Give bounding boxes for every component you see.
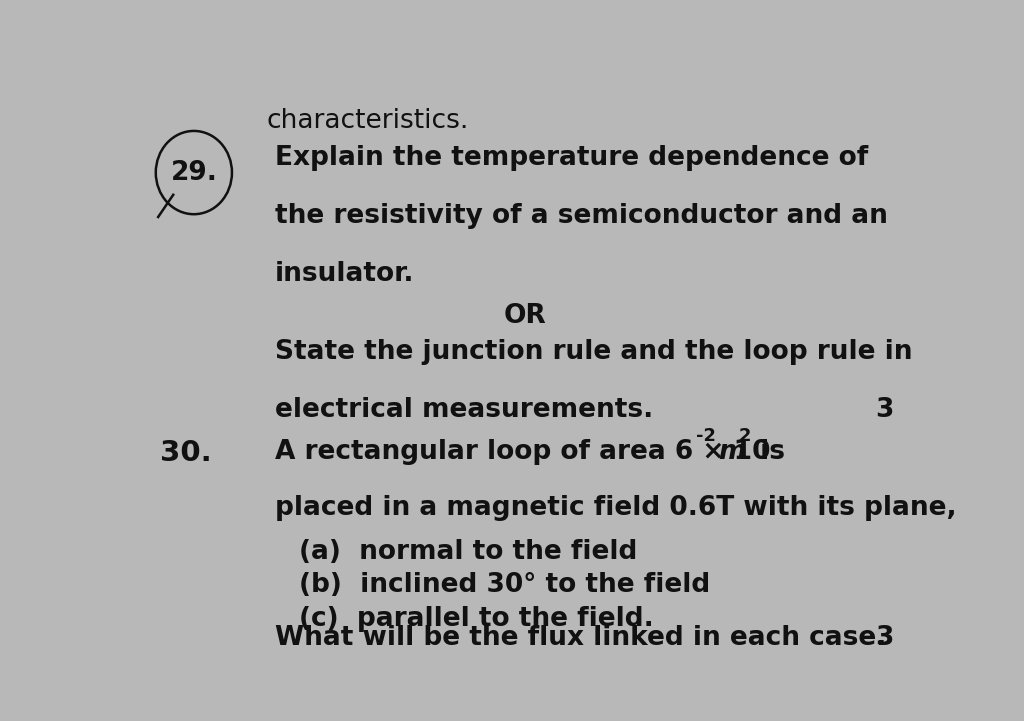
Text: 3: 3: [876, 397, 894, 423]
Text: 2: 2: [738, 428, 751, 446]
Text: Explain the temperature dependence of: Explain the temperature dependence of: [274, 145, 868, 171]
Text: (a)  normal to the field: (a) normal to the field: [299, 539, 637, 565]
Text: placed in a magnetic field 0.6T with its plane,: placed in a magnetic field 0.6T with its…: [274, 495, 956, 521]
Text: the resistivity of a semiconductor and an: the resistivity of a semiconductor and a…: [274, 203, 888, 229]
Text: is: is: [751, 439, 785, 465]
Text: A rectangular loop of area 6 × 10: A rectangular loop of area 6 × 10: [274, 439, 770, 465]
Text: 3: 3: [876, 625, 894, 651]
Text: m: m: [719, 439, 745, 465]
Text: State the junction rule and the loop rule in: State the junction rule and the loop rul…: [274, 339, 912, 365]
Text: 30.: 30.: [160, 439, 212, 467]
Text: electrical measurements.: electrical measurements.: [274, 397, 653, 423]
Text: (b)  inclined 30° to the field: (b) inclined 30° to the field: [299, 572, 710, 598]
Text: 29.: 29.: [170, 159, 217, 185]
Text: OR: OR: [504, 303, 546, 329]
Text: -2: -2: [696, 428, 716, 446]
Text: characteristics.: characteristics.: [267, 107, 469, 133]
Text: What will be the flux linked in each case.: What will be the flux linked in each cas…: [274, 625, 886, 651]
Text: (c)  parallel to the field.: (c) parallel to the field.: [299, 606, 653, 632]
Text: insulator.: insulator.: [274, 262, 415, 288]
